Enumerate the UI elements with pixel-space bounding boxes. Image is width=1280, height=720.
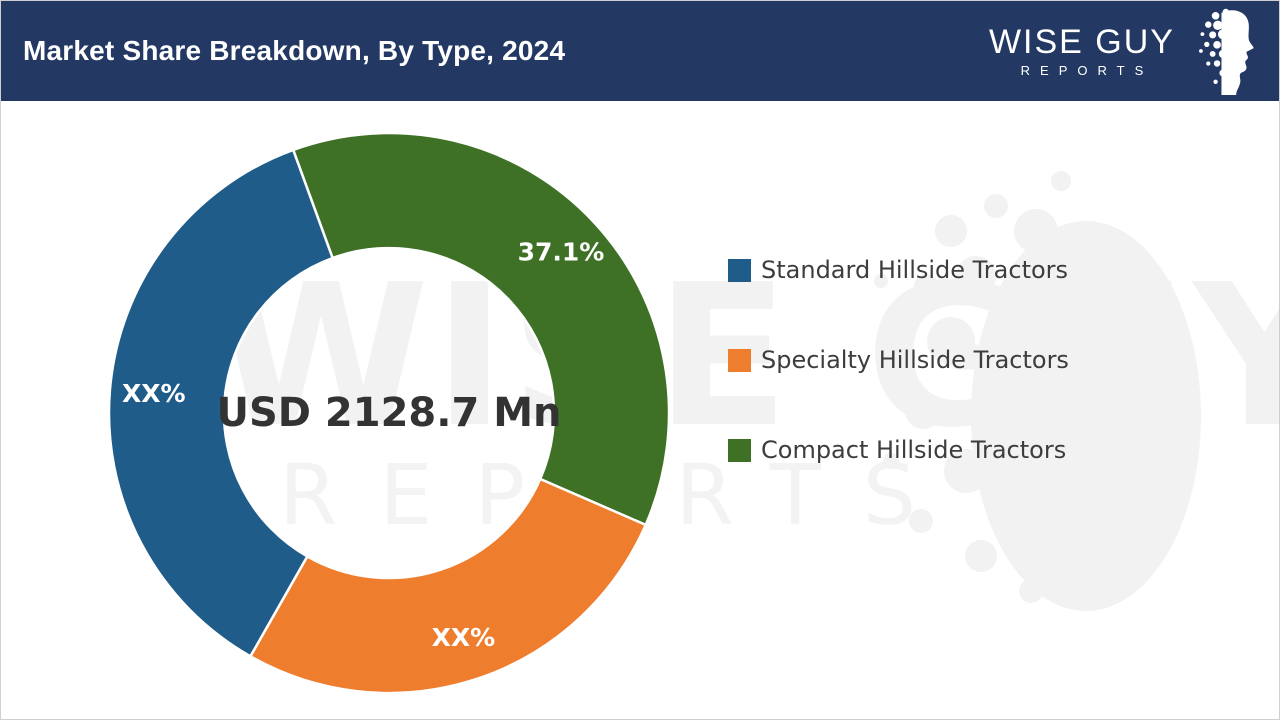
- logo-wordmark: WISE GUY: [988, 23, 1175, 62]
- chart-canvas: WISE GUY REPORTS 37.1%XX%XX% USD 2128.7 …: [1, 101, 1279, 719]
- logo-face-icon: [1199, 8, 1254, 95]
- segment-value-label: XX%: [122, 379, 186, 408]
- segment-value-label: 37.1%: [518, 237, 605, 266]
- logo-subtitle: REPORTS: [1020, 62, 1154, 78]
- wise-guy-reports-logo: WISE GUY REPORTS: [989, 7, 1263, 95]
- logo-text: WISE GUY REPORTS: [988, 23, 1175, 78]
- segment-value-label: XX%: [432, 623, 496, 652]
- chart-legend: Standard Hillside Tractors Specialty Hil…: [728, 256, 1069, 526]
- donut-segment-specialty-hillside-tractors: [249, 477, 647, 695]
- donut-segment-compact-hillside-tractors: [291, 131, 671, 527]
- legend-item: Standard Hillside Tractors: [728, 256, 1069, 284]
- legend-label: Specialty Hillside Tractors: [761, 346, 1069, 374]
- page-title: Market Share Breakdown, By Type, 2024: [23, 35, 566, 66]
- legend-swatch-specialty: [728, 348, 751, 372]
- donut-chart: 37.1% XX% XX%: [107, 131, 671, 695]
- donut-segment-standard-hillside-tractors: [107, 148, 334, 658]
- legend-item: Compact Hillside Tractors: [728, 436, 1069, 464]
- legend-swatch-compact: [728, 438, 751, 462]
- legend-label: Compact Hillside Tractors: [761, 436, 1067, 464]
- legend-item: Specialty Hillside Tractors: [728, 346, 1069, 374]
- chart-center-value: USD 2128.7 Mn: [216, 390, 562, 436]
- legend-label: Standard Hillside Tractors: [761, 256, 1069, 284]
- legend-swatch-standard: [728, 258, 751, 282]
- watermark-face-dots: [874, 171, 1201, 611]
- header-bar: Market Share Breakdown, By Type, 2024 WI…: [1, 1, 1279, 101]
